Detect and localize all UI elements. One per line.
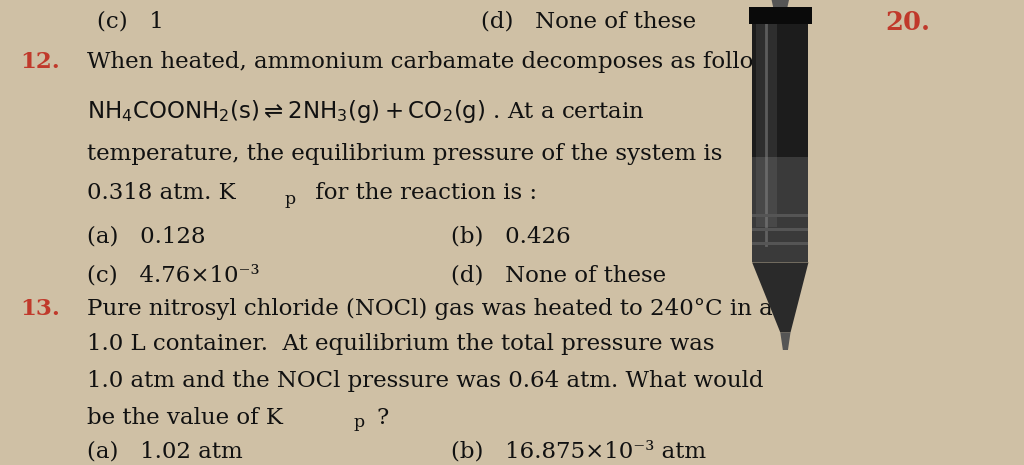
Text: (a)   1.02 atm: (a) 1.02 atm <box>87 441 243 463</box>
Polygon shape <box>756 25 777 227</box>
Text: (c)   1: (c) 1 <box>97 11 164 33</box>
Text: ?: ? <box>377 406 389 429</box>
Text: $\mathrm{NH_4COONH_2(s) \rightleftharpoons 2NH_3(g) + CO_2(g)}$ . At a certain: $\mathrm{NH_4COONH_2(s) \rightleftharpoo… <box>87 98 644 125</box>
Text: p: p <box>285 191 296 208</box>
Polygon shape <box>752 214 809 217</box>
Text: p: p <box>353 414 365 432</box>
Polygon shape <box>750 7 811 25</box>
Polygon shape <box>752 7 809 158</box>
Text: 20.: 20. <box>886 11 931 35</box>
Text: When heated, ammonium carbamate decomposes as follows:: When heated, ammonium carbamate decompos… <box>87 51 793 73</box>
Text: be the value of K: be the value of K <box>87 406 283 429</box>
Text: (d)   None of these: (d) None of these <box>481 11 696 33</box>
Text: 13.: 13. <box>20 298 60 320</box>
Text: (b)   0.426: (b) 0.426 <box>451 226 570 248</box>
Text: 0.318 atm. K: 0.318 atm. K <box>87 182 236 204</box>
Polygon shape <box>752 158 809 262</box>
Polygon shape <box>752 262 809 332</box>
Polygon shape <box>780 332 791 367</box>
Polygon shape <box>770 0 791 7</box>
Text: for the reaction is :: for the reaction is : <box>308 182 538 204</box>
Text: 1.0 atm and the NOCl pressure was 0.64 atm. What would: 1.0 atm and the NOCl pressure was 0.64 a… <box>87 370 764 392</box>
Text: (c)   4.76×10⁻³: (c) 4.76×10⁻³ <box>87 264 260 286</box>
Text: 12.: 12. <box>20 51 60 73</box>
Text: Pure nitrosyl chloride (NOCl) gas was heated to 240°C in a: Pure nitrosyl chloride (NOCl) gas was he… <box>87 298 773 320</box>
Polygon shape <box>752 242 809 245</box>
Text: (b)   16.875×10⁻³ atm: (b) 16.875×10⁻³ atm <box>451 441 706 463</box>
Text: 1.0 L container.  At equilibrium the total pressure was: 1.0 L container. At equilibrium the tota… <box>87 333 715 355</box>
Text: (a)   0.128: (a) 0.128 <box>87 226 206 248</box>
Text: temperature, the equilibrium pressure of the system is: temperature, the equilibrium pressure of… <box>87 144 722 166</box>
Text: (d)   None of these: (d) None of these <box>451 264 666 286</box>
Polygon shape <box>752 228 809 231</box>
